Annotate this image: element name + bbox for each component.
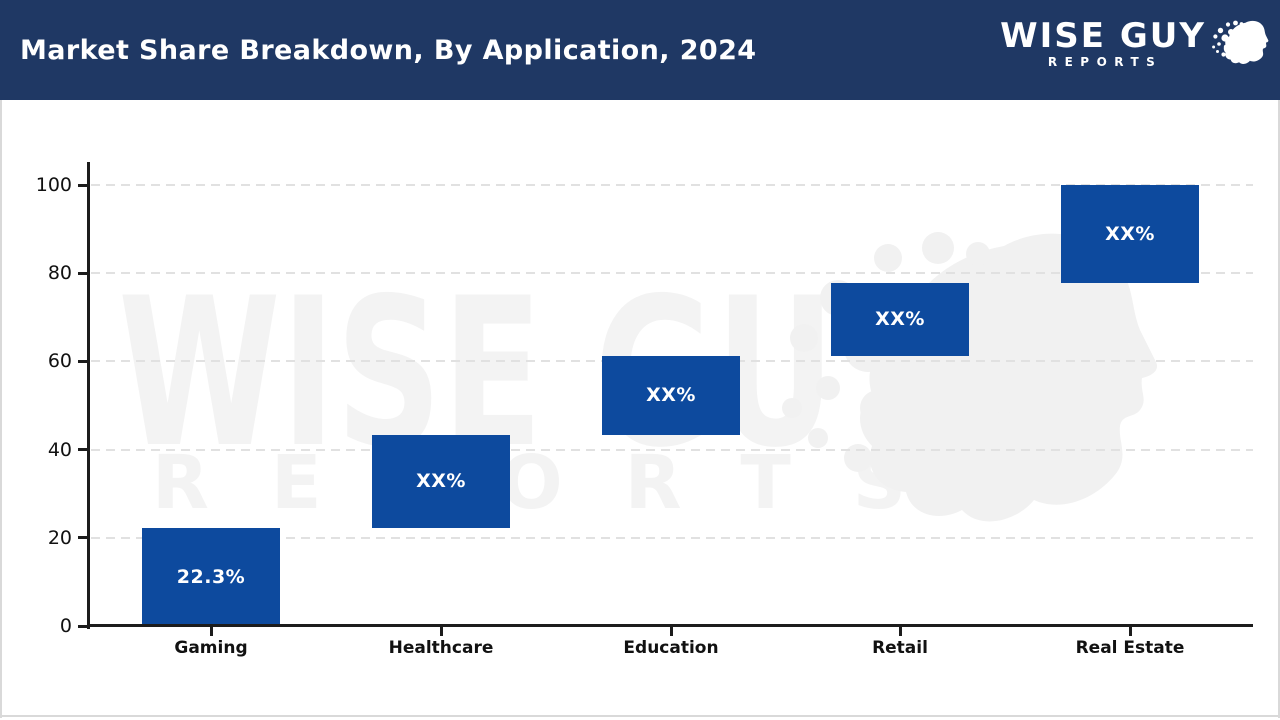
header: Market Share Breakdown, By Application, … (0, 0, 1280, 100)
x-axis-label: Gaming (174, 638, 248, 658)
bar-value-label: XX% (646, 384, 696, 407)
gridline-100 (91, 184, 1253, 186)
watermark-wordmark: WISE GUY (118, 255, 943, 493)
bar-value-label: 22.3% (176, 565, 246, 588)
x-axis-tick (209, 627, 213, 636)
figure-border-left (0, 100, 2, 718)
gridline-80 (91, 272, 1253, 275)
y-axis-tick (78, 183, 88, 187)
y-axis-tick (78, 536, 88, 540)
bar-value-label: XX% (875, 308, 925, 331)
y-axis-tick-label: 0 (59, 615, 72, 637)
y-axis-spine (87, 162, 90, 629)
bar-education: XX% (602, 355, 740, 436)
x-axis-label: Healthcare (388, 638, 494, 658)
figure-border-right (1278, 100, 1280, 718)
gridline-40 (91, 448, 1253, 451)
wiseguy-head-icon (1212, 20, 1269, 65)
x-axis-label: Retail (872, 638, 928, 658)
y-axis-tick (78, 448, 88, 452)
gridline-20 (91, 536, 1253, 539)
bar-retail: XX% (831, 282, 969, 356)
bar-value-label: XX% (1105, 222, 1155, 245)
watermark-subtext: REPORTS (152, 440, 969, 526)
bar-gaming: 22.3% (142, 527, 280, 626)
x-axis-tick (669, 627, 673, 636)
y-axis-tick (78, 624, 88, 628)
y-axis-tick-label: 40 (47, 438, 72, 461)
wiseguy-logo-text: WISE GUY REPORTS (1000, 15, 1206, 70)
logo-subtext: REPORTS (1047, 55, 1163, 70)
wiseguy-logo: WISE GUY REPORTS (1000, 6, 1270, 82)
bar-value-label: XX% (416, 470, 466, 493)
bar-healthcare: XX% (372, 435, 510, 528)
y-axis-tick (78, 359, 88, 363)
y-axis-tick-label: 60 (47, 350, 72, 373)
y-axis-tick-label: 20 (47, 526, 72, 549)
y-axis-tick-label: 100 (35, 174, 72, 196)
logo-wordmark: WISE GUY (1000, 15, 1206, 56)
page-title: Market Share Breakdown, By Application, … (20, 34, 757, 66)
x-axis-tick (898, 627, 902, 636)
x-axis-tick (1128, 627, 1132, 636)
x-axis-spine (87, 624, 1253, 627)
bar-real-estate: XX% (1061, 185, 1199, 283)
x-axis-label: Real Estate (1075, 638, 1185, 658)
x-axis-tick (439, 627, 443, 636)
x-axis-label: Education (623, 638, 719, 658)
figure-border-bottom (0, 715, 1280, 717)
y-axis-tick (78, 271, 88, 275)
y-axis-tick-label: 80 (47, 262, 72, 285)
